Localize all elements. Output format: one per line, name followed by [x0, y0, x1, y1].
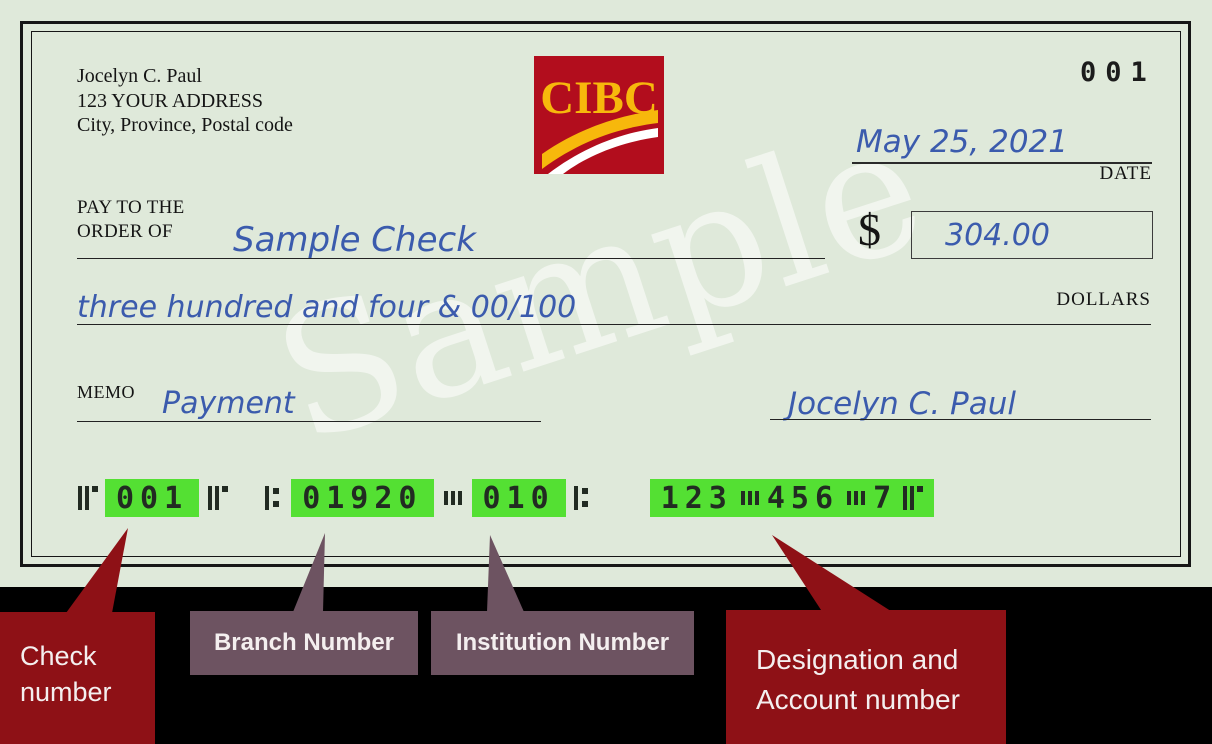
micr-transit-symbol [265, 486, 280, 510]
dollar-sign: $ [858, 204, 881, 255]
branch-number-callout: Branch Number [190, 611, 418, 675]
pay-to-label: PAY TO THE ORDER OF [77, 196, 185, 243]
pay-to-line2: ORDER OF [77, 220, 173, 242]
logo-swoosh-white [548, 128, 658, 174]
micr-check-number-highlight: 001 [105, 479, 200, 517]
micr-line: 001 01920 010 123 456 7 [78, 479, 935, 517]
micr-transit-symbol [573, 486, 588, 510]
check-number-callout: Check number [0, 612, 155, 744]
micr-branch-number: 01920 [302, 480, 423, 516]
micr-account-group3: 7 [873, 480, 898, 516]
micr-check-number: 001 [116, 480, 189, 516]
payer-name: Jocelyn C. Paul [77, 65, 202, 87]
amount-words: three hundred and four & 00/100 [77, 290, 577, 325]
signature-line [770, 419, 1151, 420]
micr-account-number-highlight: 123 456 7 [649, 479, 935, 517]
signature-value: Jocelyn C. Paul [788, 386, 1016, 422]
micr-account-group1: 123 [660, 480, 733, 516]
payer-address-line1: 123 YOUR ADDRESS [77, 89, 263, 112]
institution-number-callout: Institution Number [431, 611, 694, 675]
micr-institution-number-highlight: 010 [471, 479, 566, 517]
memo-value: Payment [162, 386, 295, 421]
date-line [852, 162, 1152, 164]
micr-branch-number-highlight: 01920 [291, 479, 434, 517]
dollars-label: DOLLARS [1056, 289, 1151, 310]
micr-dash-symbol [847, 486, 866, 510]
check-outer-border [20, 21, 1191, 567]
check-number-top: 001 [1080, 57, 1156, 88]
date-value: May 25, 2021 [856, 124, 1068, 160]
micr-onus-symbol [903, 486, 924, 510]
date-label: DATE [1099, 163, 1152, 184]
payer-address-line2: City, Province, Postal code [77, 114, 293, 136]
check-inner-border [31, 31, 1181, 557]
amount-words-line [77, 324, 1151, 325]
micr-dash-symbol [443, 486, 462, 510]
payee-line [77, 258, 825, 259]
micr-onus-symbol [78, 486, 98, 510]
logo-swoosh-gold [542, 110, 658, 169]
account-number-callout: Designation and Account number [726, 610, 1006, 744]
pay-to-line1: PAY TO THE [77, 197, 185, 218]
micr-account-group2: 456 [766, 480, 840, 516]
amount-box [911, 211, 1153, 259]
cibc-logo-icon: CIBC [534, 56, 664, 174]
memo-label: MEMO [77, 382, 136, 402]
memo-line [77, 421, 541, 422]
micr-onus-symbol [208, 486, 229, 510]
micr-dash-symbol [740, 486, 759, 510]
payer-block: Jocelyn C. Paul 123 YOUR ADDRESS City, P… [77, 64, 293, 138]
amount-value: 304.00 [945, 218, 1050, 253]
payee-value: Sample Check [233, 220, 476, 260]
micr-institution-number: 010 [482, 480, 555, 516]
